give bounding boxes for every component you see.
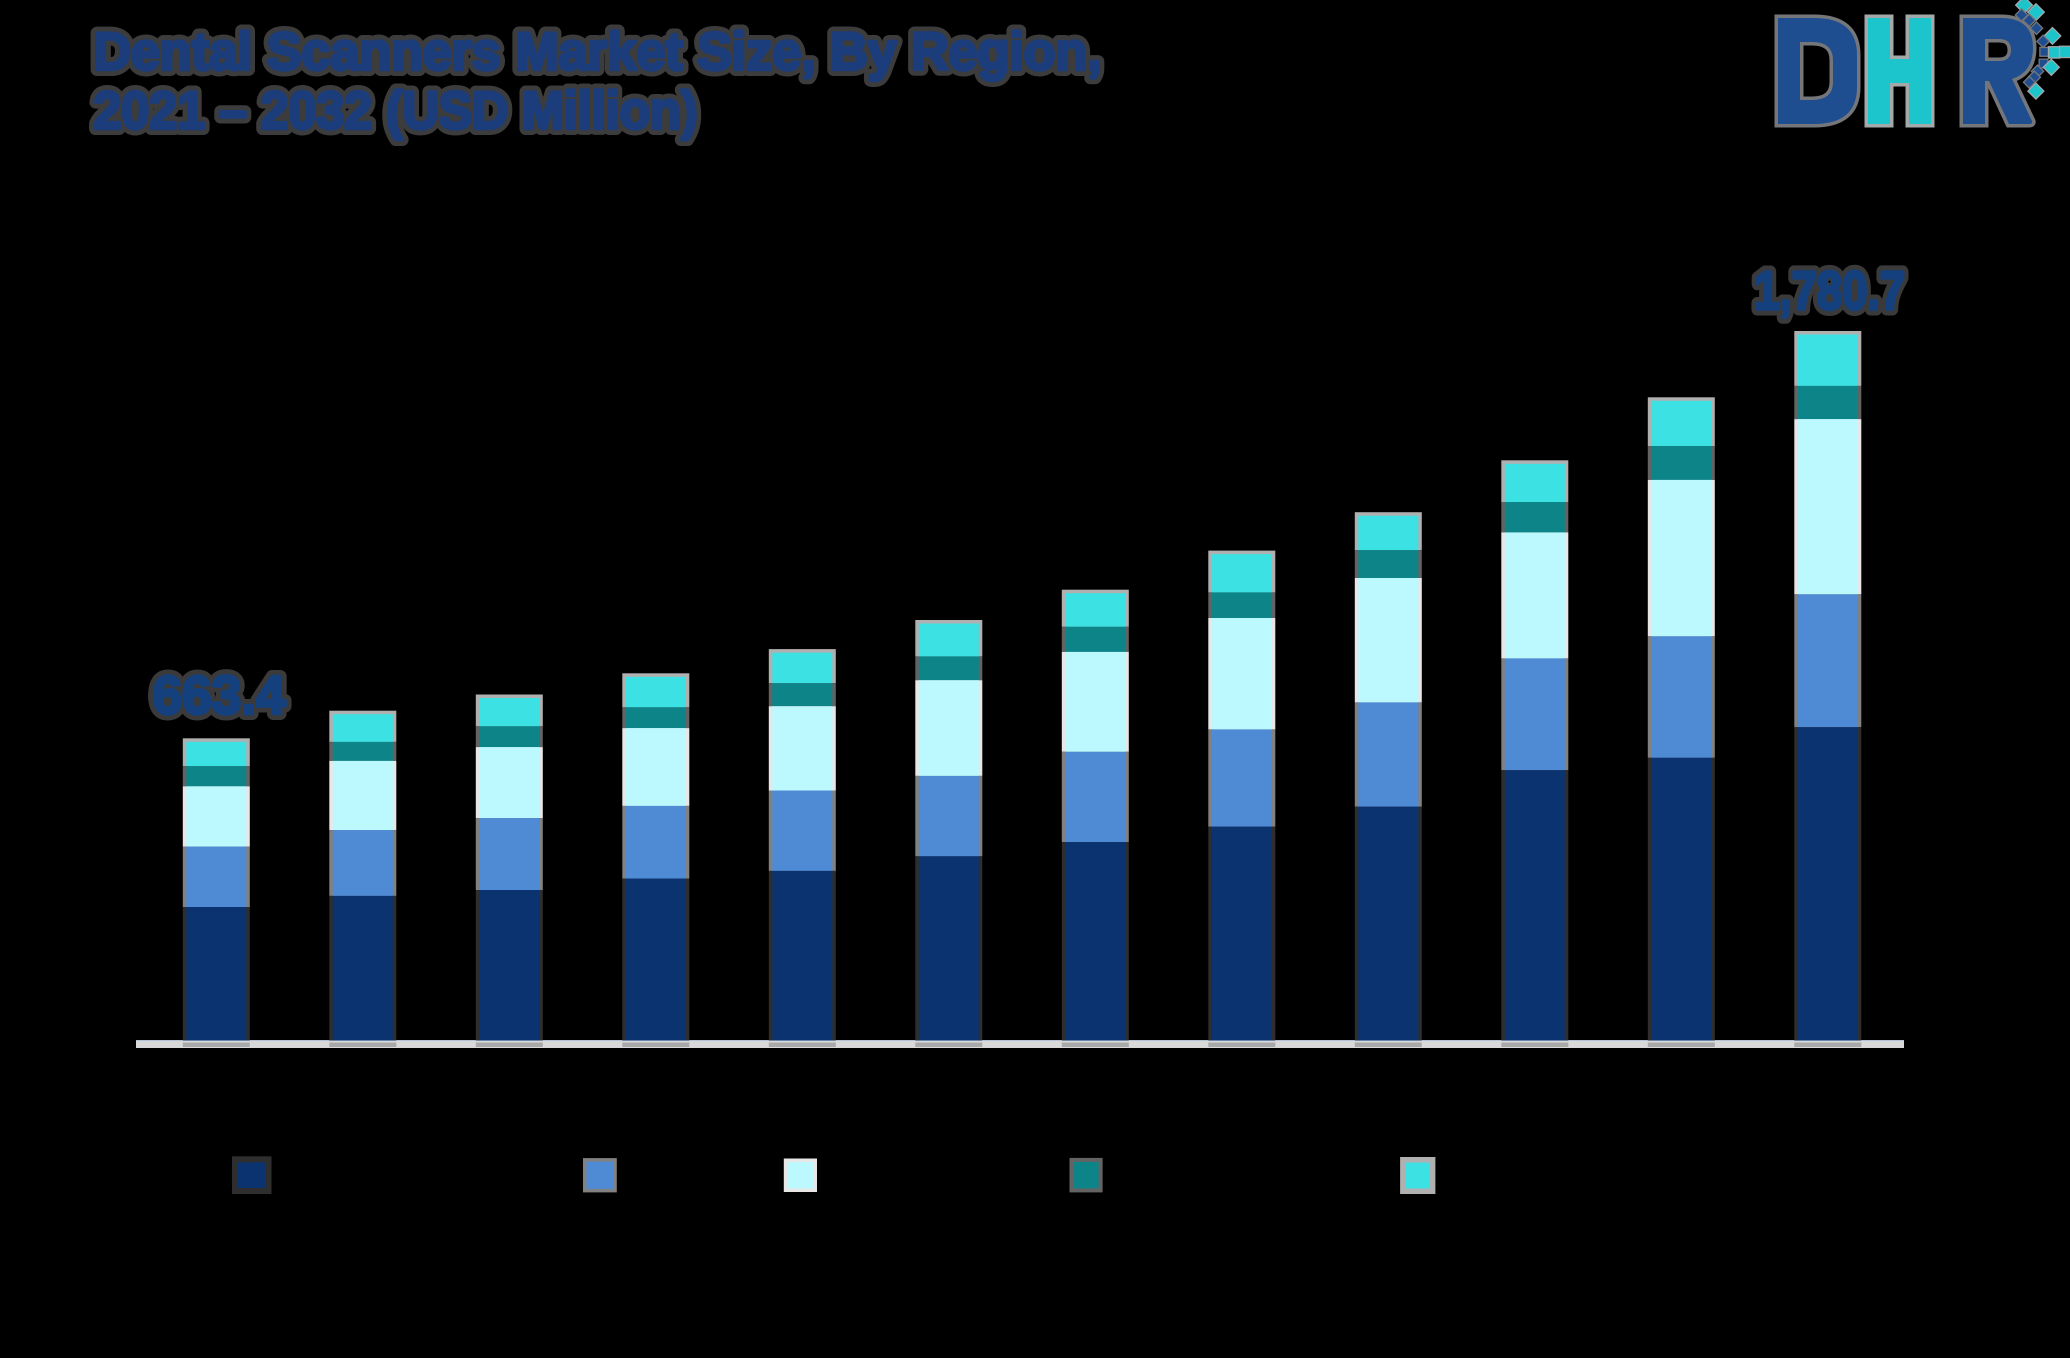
svg-text:663.4: 663.4	[153, 666, 286, 726]
svg-text:2021 – 2032 (USD Million): 2021 – 2032 (USD Million)	[94, 82, 698, 141]
svg-text:663.4: 663.4	[153, 666, 286, 726]
svg-text:2021 – 2032 (USD Million): 2021 – 2032 (USD Million)	[94, 82, 698, 141]
svg-text:1,780.7: 1,780.7	[1754, 261, 1905, 321]
svg-text:Dental Scanners Market Size, B: Dental Scanners Market Size, By Region,	[94, 23, 1102, 82]
svg-text:Dental Scanners Market Size, B: Dental Scanners Market Size, By Region,	[94, 23, 1102, 82]
svg-text:1,780.7: 1,780.7	[1754, 261, 1905, 321]
